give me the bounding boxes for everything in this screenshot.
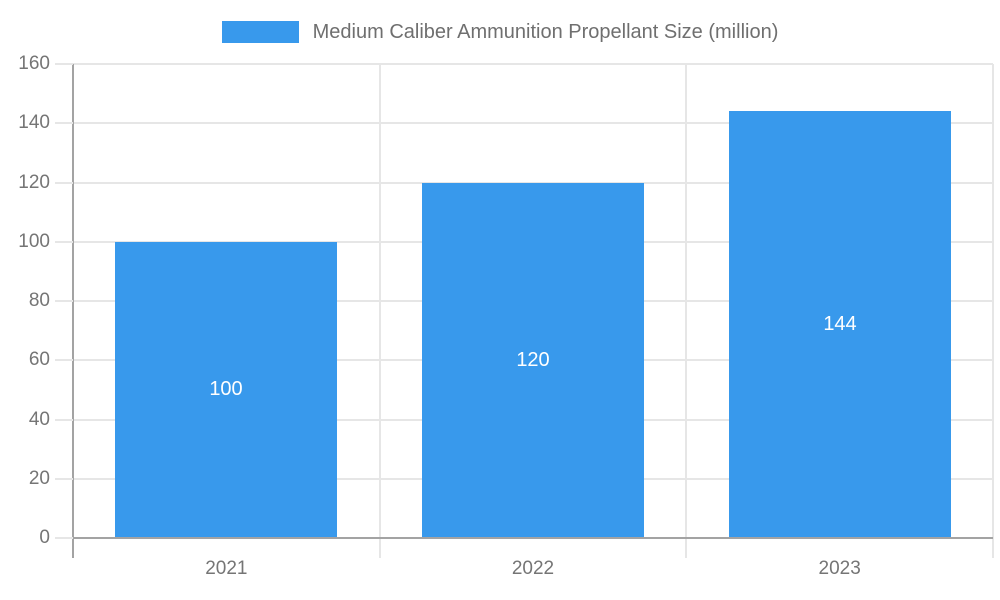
y-axis-tick-label: 80 [28, 290, 50, 311]
y-axis-tick-label: 100 [18, 230, 50, 252]
y-axis-tick-label: 140 [18, 112, 50, 134]
x-axis-tick-label: 2021 [205, 558, 248, 579]
bar-value-label: 144 [823, 313, 857, 336]
y-axis-tick-label: 60 [28, 349, 50, 371]
y-tick-mark [55, 418, 73, 421]
y-tick-mark [55, 63, 73, 65]
bar[interactable]: 144 [729, 111, 951, 538]
bar[interactable]: 100 [115, 241, 337, 538]
x-axis-line [55, 537, 993, 539]
x-axis-tick-label: 2022 [511, 558, 555, 579]
y-tick-mark [55, 181, 73, 184]
y-axis-tick-label: 20 [28, 467, 50, 489]
y-axis-tick-label: 40 [28, 408, 50, 430]
legend-swatch-icon [221, 21, 299, 43]
y-tick-mark [55, 122, 73, 125]
legend-item[interactable]: Medium Caliber Ammunition Propellant Siz… [221, 20, 779, 44]
y-tick-mark [55, 240, 73, 243]
y-axis-tick-label: 120 [18, 171, 50, 193]
y-axis-tick-label: 0 [39, 527, 50, 548]
legend-label: Medium Caliber Ammunition Propellant Siz… [312, 20, 779, 43]
bar[interactable]: 120 [422, 182, 644, 538]
x-gridline [379, 64, 381, 558]
legend: Medium Caliber Ammunition Propellant Siz… [0, 18, 1000, 46]
x-gridline [992, 64, 994, 558]
plot-area: 100 120 144 [73, 63, 994, 558]
y-tick-mark [55, 537, 73, 539]
y-axis-tick-label: 160 [18, 53, 50, 74]
bar-value-label: 100 [209, 378, 243, 401]
y-axis-line [72, 64, 74, 558]
x-axis-tick-label: 2023 [818, 558, 861, 579]
y-tick-mark [55, 477, 73, 480]
y-gridline [73, 63, 993, 65]
y-tick-mark [55, 300, 73, 302]
x-gridline [685, 64, 687, 558]
y-tick-mark [55, 359, 73, 362]
y-gridline [73, 122, 993, 125]
bar-value-label: 120 [516, 348, 550, 371]
